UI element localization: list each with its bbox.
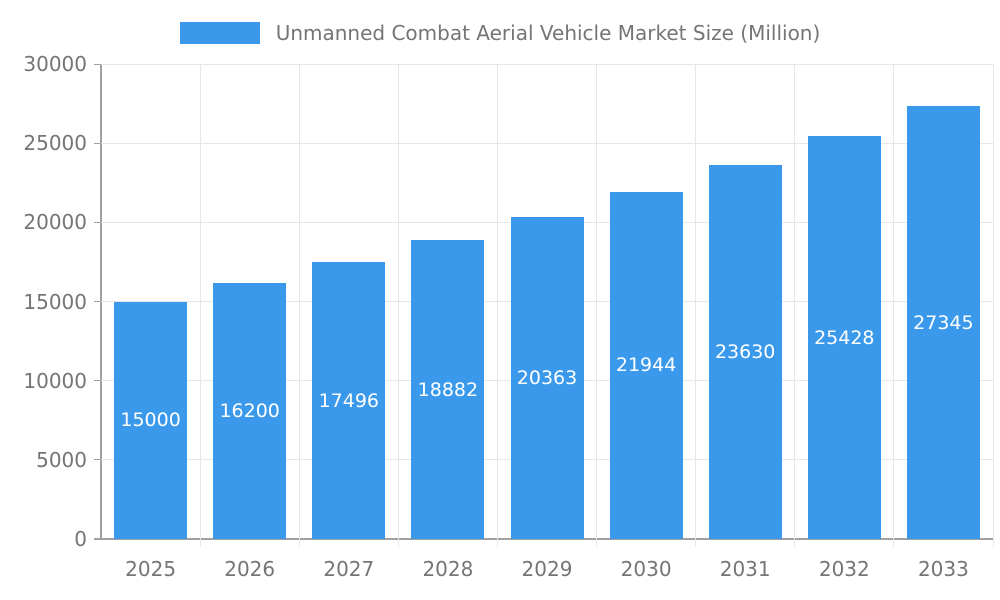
bar-2031[interactable]: 23630 xyxy=(708,164,782,539)
bar-2032[interactable]: 25428 xyxy=(807,136,881,539)
y-axis-tick-label: 10000 xyxy=(23,368,87,393)
y-tick xyxy=(94,459,101,461)
x-axis-line xyxy=(94,538,993,540)
x-axis-tick-label: 2031 xyxy=(719,557,771,581)
bar-2025[interactable]: 15000 xyxy=(114,301,188,539)
bar-2028[interactable]: 18882 xyxy=(411,240,485,539)
bar-2030[interactable]: 21944 xyxy=(609,191,683,539)
x-gridline xyxy=(893,64,895,547)
y-axis-tick-label: 20000 xyxy=(23,210,87,235)
y-axis-tick-label: 0 xyxy=(74,527,87,551)
bar-value-label: 27345 xyxy=(913,311,974,334)
y-axis-tick-label: 30000 xyxy=(23,52,87,76)
y-tick xyxy=(94,142,101,144)
y-gridline xyxy=(101,142,993,144)
y-tick xyxy=(94,380,101,382)
x-gridline xyxy=(397,64,399,547)
y-tick xyxy=(94,538,101,540)
x-axis-tick-label: 2027 xyxy=(323,557,375,581)
x-gridline xyxy=(992,64,994,547)
bar-value-label: 21944 xyxy=(615,354,677,377)
x-gridline xyxy=(496,64,498,547)
x-axis-tick-label: 2030 xyxy=(620,557,672,581)
y-tick xyxy=(94,221,101,223)
x-axis-tick-label: 2033 xyxy=(917,557,969,581)
bar-2027[interactable]: 17496 xyxy=(312,262,386,539)
bar-value-label: 23630 xyxy=(714,340,776,363)
bar-value-label: 20363 xyxy=(516,366,578,389)
bar-value-label: 15000 xyxy=(120,409,181,432)
legend-swatch xyxy=(179,22,260,44)
y-tick xyxy=(94,63,101,65)
chart-legend[interactable]: Unmanned Combat Aerial Vehicle Market Si… xyxy=(0,21,1000,45)
x-gridline xyxy=(695,64,697,547)
x-axis-tick-label: 2032 xyxy=(818,557,870,581)
x-gridline xyxy=(199,64,201,547)
y-tick xyxy=(94,301,101,302)
bar-value-label: 25428 xyxy=(814,326,875,349)
bar-value-label: 17496 xyxy=(318,389,380,412)
y-axis-tick-label: 25000 xyxy=(23,131,87,156)
x-axis-tick-label: 2028 xyxy=(422,557,474,581)
y-axis-tick-label: 15000 xyxy=(23,289,87,314)
bar-value-label: 16200 xyxy=(219,399,280,422)
bar-2029[interactable]: 20363 xyxy=(510,216,584,539)
x-gridline xyxy=(596,64,598,547)
x-axis-tick-label: 2029 xyxy=(521,557,573,581)
x-gridline xyxy=(298,64,300,547)
bar-2033[interactable]: 27345 xyxy=(906,106,980,539)
legend-label: Unmanned Combat Aerial Vehicle Market Si… xyxy=(275,21,821,45)
y-axis-tick-label: 5000 xyxy=(36,447,87,472)
y-axis-line xyxy=(100,64,102,540)
x-axis-tick-label: 2026 xyxy=(224,557,276,581)
x-gridline xyxy=(794,64,796,547)
x-axis-tick-label: 2025 xyxy=(125,557,177,581)
y-gridline xyxy=(101,63,993,65)
bar-value-label: 18882 xyxy=(417,378,479,401)
bar-2026[interactable]: 16200 xyxy=(213,282,287,539)
